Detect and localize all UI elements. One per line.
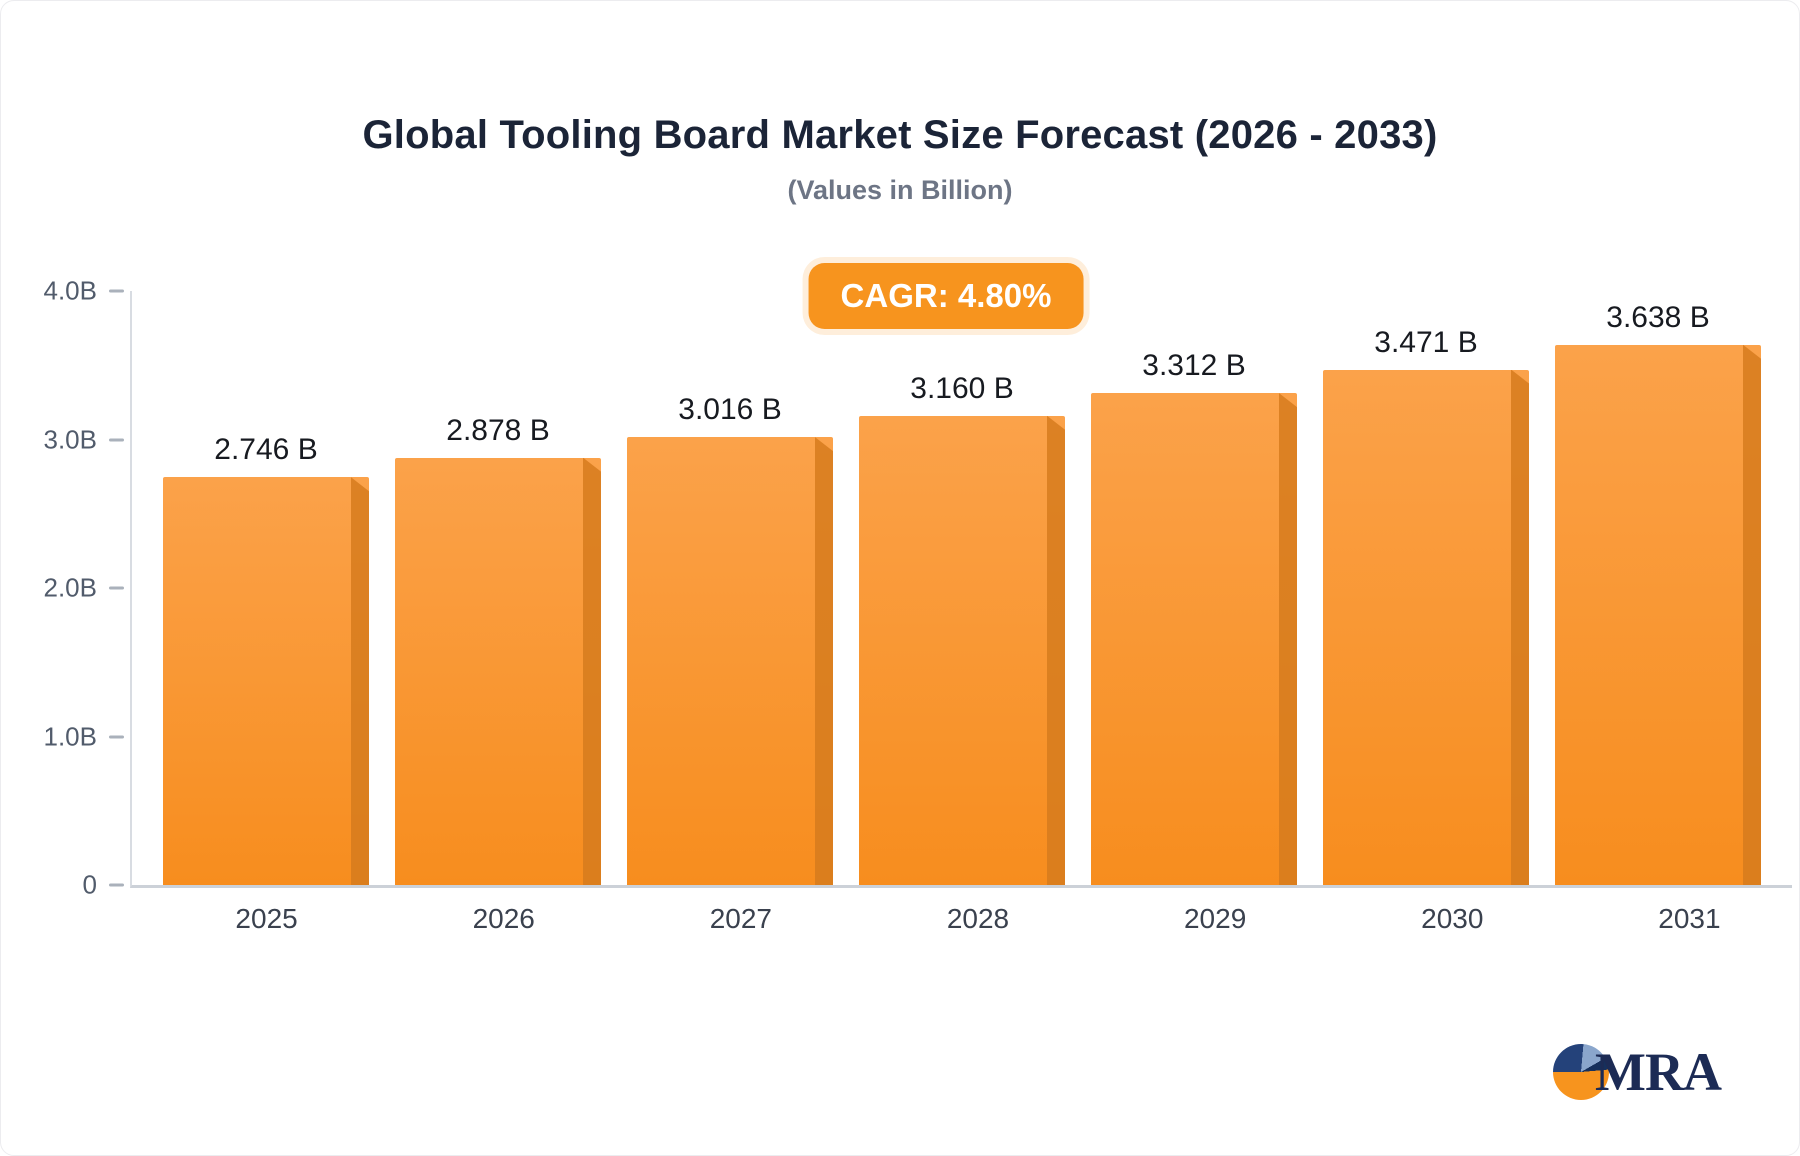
y-tick-mark [109,438,124,441]
bar-2027[interactable] [627,437,833,885]
brand-logo-pie-icon [1553,1044,1610,1100]
brand-logo: MRA [1553,1041,1722,1103]
plot-area: 0 1.0B 2.0B 3.0B 4.0B 2.746 B 2.878 B 3.016 B 3… [44,276,1792,900]
x-axis-label-2026: 2026 [472,903,535,934]
bar-2028[interactable] [859,415,1065,885]
chart-subtitle: (Values in Billion) [787,175,1013,205]
y-tick-label: 1.0B [43,721,98,751]
bar-group: 2.878 B [395,291,601,885]
brand-logo-text: MRA [1595,1042,1722,1102]
bar-group: 3.638 B [1555,291,1761,885]
y-tick-label: 0 [82,869,97,900]
bar-2030[interactable] [1323,369,1529,885]
x-axis-label-2025: 2025 [235,903,298,934]
x-axis-labels: 2025 2026 2027 2028 2029 2030 2031 [130,903,1799,935]
bar-group: 3.471 B [1323,291,1529,885]
y-tick-label: 4.0B [43,275,98,306]
bar-group: 3.312 B [1091,291,1297,885]
bar-value-label: 3.638 B [1606,300,1710,334]
x-axis-label-2028: 2028 [946,903,1010,934]
y-tick: 4.0B [43,275,124,307]
y-tick-mark [109,735,124,738]
y-tick: 0 [83,870,124,901]
x-axis-label-2031: 2031 [1658,903,1721,934]
x-axis-label-2030: 2030 [1421,903,1484,934]
y-tick: 2.0B [43,572,124,604]
bar-value-label: 3.160 B [910,371,1014,405]
bar-value-label: 3.312 B [1142,349,1246,383]
bar-2031[interactable] [1555,344,1761,885]
bar-2026[interactable] [395,457,601,885]
y-tick-label: 2.0B [43,572,98,603]
chart-title: Global Tooling Board Market Size Forecas… [362,113,1438,157]
bar-2025[interactable] [163,477,369,885]
y-tick-label: 3.0B [43,424,98,454]
y-tick: 3.0B [43,424,124,455]
x-axis-label-2029: 2029 [1183,903,1247,934]
y-tick-mark [109,586,124,590]
y-tick: 1.0B [43,721,124,752]
bar-group: 2.746 B [163,291,369,885]
bars: 2.746 B 2.878 B 3.016 B 3.160 B 3.312 B 3.471… [132,291,1792,885]
bar-value-label: 3.471 B [1374,325,1478,359]
cagr-badge: CAGR: 4.80% [808,263,1084,329]
y-tick-mark [109,289,124,293]
x-axis-label-2027: 2027 [709,903,772,934]
bar-value-label: 2.746 B [214,433,318,467]
bar-group: 3.016 B [627,291,833,885]
bar-value-label: 3.016 B [678,393,782,427]
bar-group: 3.160 B [859,291,1065,885]
bar-2029[interactable] [1091,393,1297,885]
y-tick-mark [109,883,124,887]
bar-value-label: 2.878 B [446,413,550,447]
